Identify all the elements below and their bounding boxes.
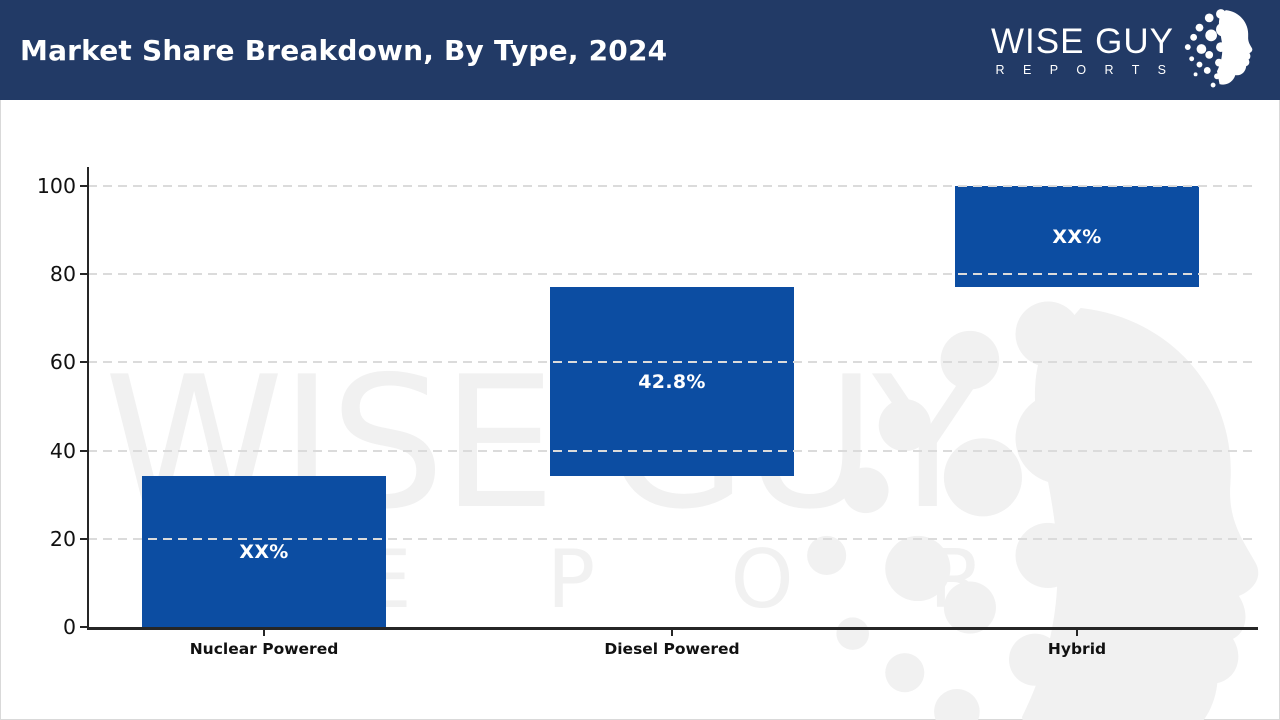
gridline bbox=[88, 537, 1258, 540]
brand-logo: WISE GUY R E P O R T S bbox=[991, 8, 1254, 92]
gridline bbox=[88, 449, 1258, 452]
brand-logo-text: WISE GUY R E P O R T S bbox=[991, 24, 1174, 77]
bar: 42.8% bbox=[550, 287, 794, 477]
gridline bbox=[88, 185, 1258, 187]
x-axis-line bbox=[87, 627, 1258, 630]
x-category-label: Nuclear Powered bbox=[189, 640, 339, 658]
header: Market Share Breakdown, By Type, 2024 WI… bbox=[0, 0, 1280, 100]
gridline bbox=[88, 273, 1258, 276]
y-tick-label: 40 bbox=[49, 438, 76, 463]
y-tick-label: 80 bbox=[49, 262, 76, 287]
y-axis-line bbox=[87, 167, 89, 629]
y-tick-mark bbox=[80, 361, 88, 364]
bar: XX% bbox=[955, 186, 1199, 288]
gridline bbox=[88, 361, 1258, 364]
dotted-head-profile-icon bbox=[1180, 8, 1254, 92]
chart-title: Market Share Breakdown, By Type, 2024 bbox=[20, 33, 668, 67]
y-tick-label: 0 bbox=[62, 615, 76, 639]
y-tick-label: 20 bbox=[49, 526, 76, 551]
bar: XX% bbox=[142, 476, 386, 627]
bar-value-label: XX% bbox=[1052, 225, 1102, 248]
x-category-label: Hybrid bbox=[1047, 640, 1107, 658]
brand-wordmark: WISE GUY bbox=[990, 21, 1174, 61]
x-tick-mark bbox=[1076, 629, 1078, 636]
y-tick-mark bbox=[80, 185, 88, 187]
bar-value-label: XX% bbox=[239, 540, 289, 563]
y-tick-mark bbox=[80, 273, 88, 276]
y-tick-mark bbox=[80, 626, 88, 628]
chart-area: WISE GUY R E P O R T S 020406080100XX%Nu… bbox=[0, 100, 1280, 720]
y-tick-mark bbox=[80, 449, 88, 452]
brand-reports-label: R E P O R T S bbox=[995, 62, 1174, 77]
y-tick-mark bbox=[80, 537, 88, 540]
y-tick-label: 100 bbox=[36, 174, 76, 198]
x-tick-mark bbox=[671, 629, 673, 636]
x-category-label: Diesel Powered bbox=[604, 640, 740, 658]
x-tick-mark bbox=[263, 629, 265, 636]
bar-value-label: 42.8% bbox=[638, 370, 706, 393]
y-tick-label: 60 bbox=[49, 350, 76, 375]
